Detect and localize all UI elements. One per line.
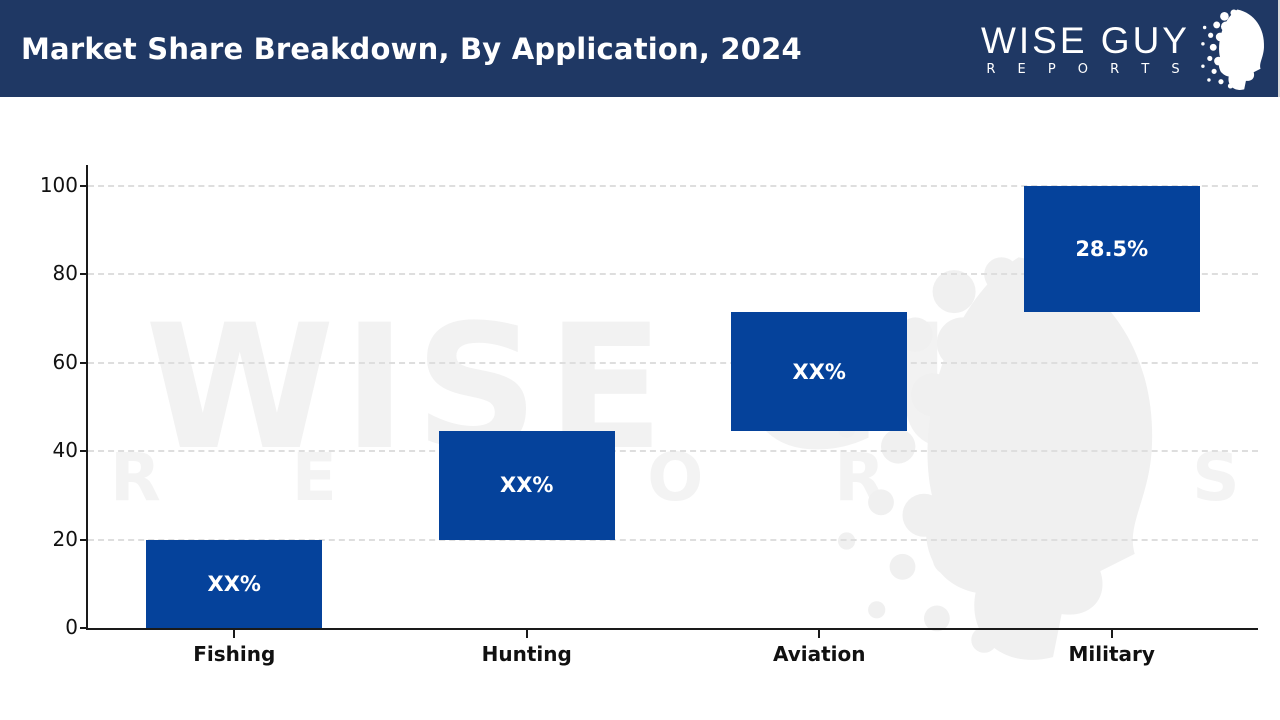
brand-face-icon bbox=[1201, 8, 1265, 90]
bar-label-fishing: XX% bbox=[207, 571, 261, 596]
ytick-label-80: 80 bbox=[52, 261, 78, 286]
gridline-40 bbox=[88, 450, 1258, 453]
gridline-100 bbox=[88, 185, 1258, 187]
xtick-hunting bbox=[525, 630, 528, 638]
category-label-military: Military bbox=[1068, 642, 1155, 666]
ytick-40 bbox=[80, 450, 88, 453]
ytick-label-100: 100 bbox=[39, 173, 78, 197]
ytick-20 bbox=[80, 538, 88, 541]
header-bar: Market Share Breakdown, By Application, … bbox=[0, 0, 1278, 97]
category-label-fishing: Fishing bbox=[193, 642, 276, 666]
ytick-80 bbox=[80, 273, 88, 276]
gridline-20 bbox=[88, 538, 1258, 541]
watermark-face-icon bbox=[838, 257, 1153, 660]
plot-area: 0 20 40 60 80 100 XX% Fishing XX% Hunting XX% Aviat… bbox=[0, 97, 1280, 720]
ytick-0 bbox=[80, 627, 88, 629]
ytick-label-40: 40 bbox=[52, 438, 78, 463]
xtick-fishing bbox=[233, 630, 236, 638]
ytick-60 bbox=[80, 361, 88, 364]
brand-logo-text: WISE GUY R E P O R T S bbox=[981, 22, 1190, 76]
bar-military: 28.5% bbox=[1023, 186, 1200, 312]
gridline-80 bbox=[88, 273, 1258, 276]
bar-fishing: XX% bbox=[146, 539, 323, 628]
y-axis-spine bbox=[86, 165, 88, 630]
x-axis-spine bbox=[86, 628, 1258, 630]
brand-name: WISE GUY bbox=[980, 19, 1190, 61]
bar-label-military: 28.5% bbox=[1075, 236, 1149, 261]
xtick-military bbox=[1110, 630, 1113, 638]
page-title: Market Share Breakdown, By Application, … bbox=[21, 31, 802, 66]
ytick-label-0: 0 bbox=[65, 615, 78, 639]
category-label-hunting: Hunting bbox=[481, 642, 572, 666]
bar-label-hunting: XX% bbox=[500, 473, 554, 498]
bar-label-aviation: XX% bbox=[792, 359, 846, 384]
ytick-label-20: 20 bbox=[52, 526, 78, 551]
ytick-label-60: 60 bbox=[52, 349, 78, 374]
bar-aviation: XX% bbox=[731, 311, 908, 432]
ytick-100 bbox=[80, 185, 88, 187]
brand-subtitle: R E P O R T S bbox=[986, 61, 1189, 77]
brand-logo: WISE GUY R E P O R T S bbox=[981, 5, 1278, 93]
xtick-aviation bbox=[818, 630, 821, 638]
gridline-60 bbox=[88, 361, 1258, 364]
chart-area: WISE GU R E P O R T S 0 20 40 60 80 100 XX% Fis… bbox=[0, 97, 1280, 720]
bar-hunting: XX% bbox=[438, 431, 615, 540]
category-label-aviation: Aviation bbox=[772, 642, 866, 666]
